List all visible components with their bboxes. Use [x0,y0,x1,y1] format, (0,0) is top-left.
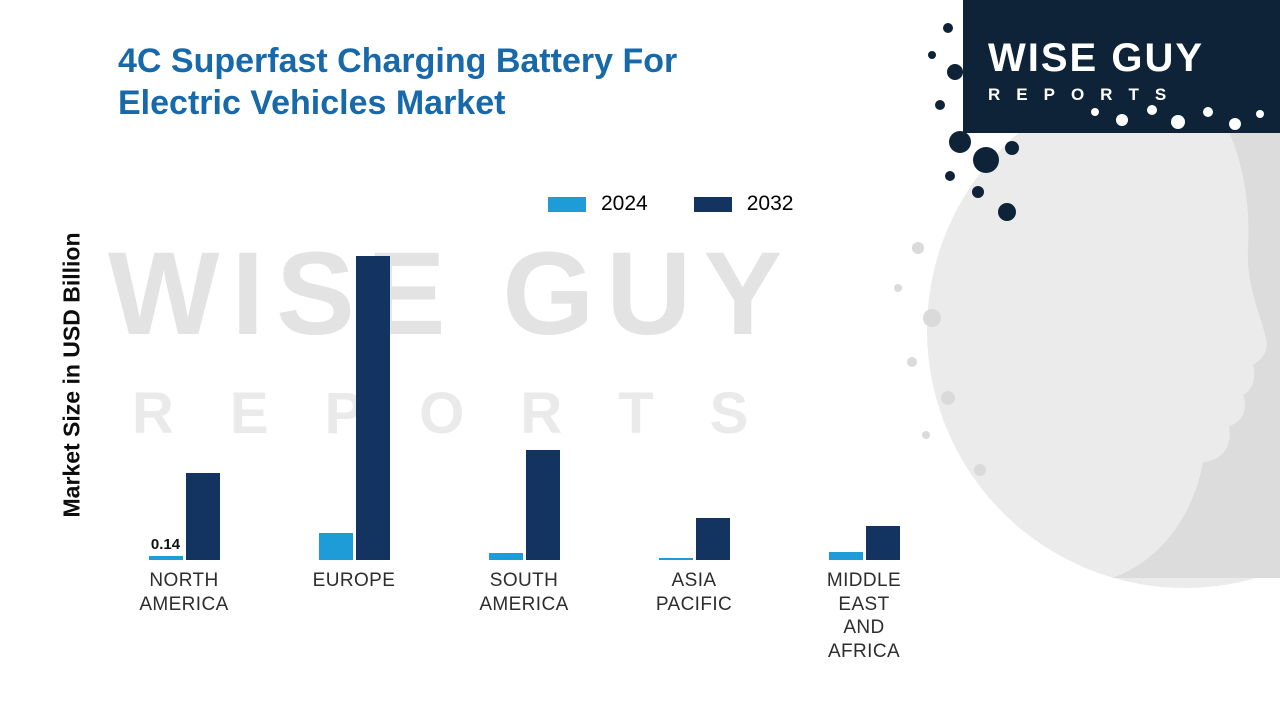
bars-asia-pacific [609,245,779,560]
bars-europe [269,245,439,560]
logo-subtitle: REPORTS [988,85,1183,104]
head-profile-dots-graphic [894,0,1280,588]
bars-north-america: 0.14 [99,245,269,560]
title-line-2: Electric Vehicles Market [118,84,506,122]
legend-swatch-2024 [548,196,586,212]
bar-column-2032-north-america [185,473,220,560]
legend-item-2024: 2024 [548,192,648,216]
bar-column-2024-europe [318,533,353,560]
legend-label-2032: 2032 [746,192,794,215]
bar-2024-europe [318,533,353,560]
bar-group-europe: EUROPE [269,245,439,591]
category-label-europe: EUROPE [312,570,396,591]
logo-name: WISE GUY [988,36,1205,80]
bar-2024-south-america [488,553,523,560]
category-label-south-america: SOUTH AMERICA [479,570,569,615]
bar-column-2032-europe [355,256,390,560]
category-label-asia-pacific: ASIA PACIFIC [655,570,733,615]
bar-column-2032-south-america [525,450,560,560]
wise-guy-reports-logo: WISE GUY REPORTS [988,36,1204,105]
legend-swatch-2032 [693,196,732,212]
bar-group-middle-east-and-africa: MIDDLE EAST AND AFRICA [779,245,949,662]
bar-column-2024-middle-east-and-africa [828,552,863,560]
bars-south-america [439,245,609,560]
bar-2032-north-america [185,473,220,560]
bar-value-label-2024-north-america: 0.14 [150,536,181,553]
y-axis-label: Market Size in USD Billion [58,232,85,518]
bar-2032-asia-pacific [695,518,730,560]
bar-column-2032-asia-pacific [695,518,730,560]
bar-2032-middle-east-and-africa [865,526,900,560]
bar-column-2024-south-america [488,553,523,560]
legend-label-2024: 2024 [601,192,648,215]
bar-group-asia-pacific: ASIA PACIFIC [609,245,779,615]
title-line-1: 4C Superfast Charging Battery For [118,42,678,80]
bar-2024-north-america [148,556,183,560]
bar-column-2024-north-america: 0.14 [148,536,183,560]
bar-group-north-america: 0.14 NORTH AMERICA [99,245,269,615]
bar-2024-asia-pacific [658,558,693,560]
chart-legend: 2024 2032 [548,192,793,216]
bars-middle-east-and-africa [779,245,949,560]
bar-2032-south-america [525,450,560,560]
category-label-middle-east-and-africa: MIDDLE EAST AND AFRICA [826,570,902,662]
watermark-wise-guy: WISE GUY [108,228,795,360]
bar-column-2024-asia-pacific [658,558,693,560]
bar-column-2032-middle-east-and-africa [865,526,900,560]
watermark-reports: REPORTS [132,381,805,446]
bar-2024-middle-east-and-africa [828,552,863,560]
category-label-north-america: NORTH AMERICA [139,570,229,615]
bar-2032-europe [355,256,390,560]
page-title: 4C Superfast Charging Battery For Electri… [118,40,677,124]
bar-chart-plot-area: 0.14 NORTH AMERICA EUROPE SOUTH AMERICA ASIA… [99,245,949,662]
legend-item-2032: 2032 [693,192,794,216]
bar-group-south-america: SOUTH AMERICA [439,245,609,615]
